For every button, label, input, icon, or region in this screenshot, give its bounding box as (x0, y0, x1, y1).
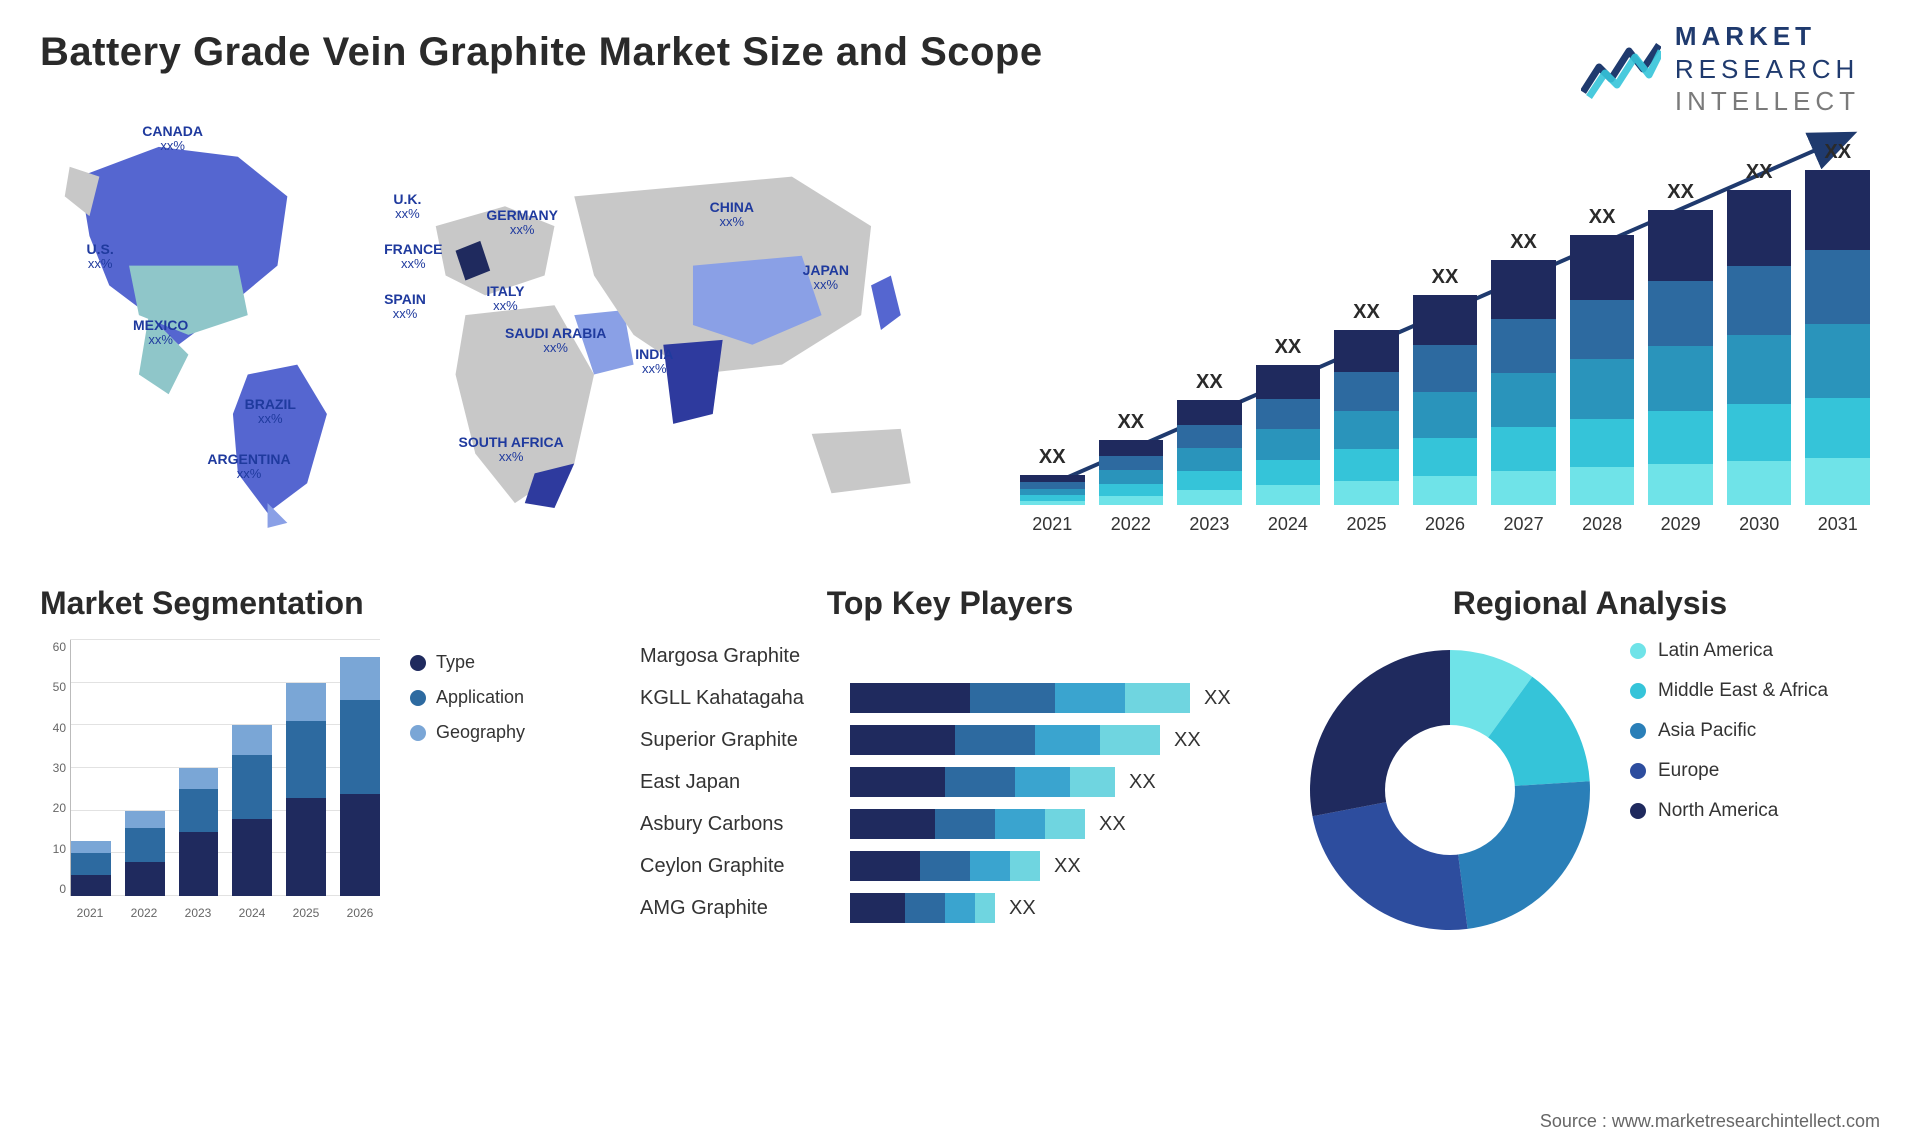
forecast-bar: XX (1177, 371, 1242, 505)
map-label: ITALYxx% (486, 283, 524, 314)
map-label: ARGENTINAxx% (207, 451, 290, 482)
legend-item: Asia Pacific (1630, 720, 1828, 742)
forecast-bar: XX (1727, 161, 1792, 505)
segmentation-panel: Market Segmentation 6050403020100 202120… (40, 585, 600, 940)
map-label: CANADAxx% (142, 123, 203, 154)
map-label: MEXICOxx% (133, 317, 188, 348)
forecast-bar: XX (1334, 301, 1399, 505)
segmentation-legend: Type Application Geography (410, 652, 525, 920)
regional-panel: Regional Analysis Latin America Middle Ea… (1300, 585, 1880, 940)
key-players-panel: Top Key Players Margosa Graphite KGLL Kah… (640, 585, 1260, 940)
key-player-row: Superior GraphiteXX (640, 724, 1260, 756)
regional-title: Regional Analysis (1300, 585, 1880, 622)
segmentation-title: Market Segmentation (40, 585, 600, 622)
segmentation-chart: 6050403020100 202120222023202420252026 (40, 640, 380, 920)
map-label: SPAINxx% (384, 291, 426, 322)
forecast-chart: XXXXXXXXXXXXXXXXXXXXXX 20212022202320242… (1010, 115, 1880, 535)
map-label: JAPANxx% (803, 262, 849, 293)
forecast-bar: XX (1648, 181, 1713, 505)
map-label: CHINAxx% (710, 199, 754, 230)
legend-item: Geography (410, 722, 525, 743)
key-player-row: Margosa Graphite (640, 640, 1260, 672)
segmentation-bar (179, 768, 219, 896)
source-text: Source : www.marketresearchintellect.com (1540, 1111, 1880, 1132)
map-label: U.S.xx% (87, 241, 114, 272)
map-label: BRAZILxx% (245, 396, 296, 427)
forecast-bar: XX (1020, 446, 1085, 505)
segmentation-bar (286, 683, 326, 896)
world-map: CANADAxx% U.S.xx% MEXICOxx% BRAZILxx% ARGENT… (40, 115, 970, 535)
legend-item: Application (410, 687, 525, 708)
logo-line3: INTELLECT (1675, 85, 1860, 118)
key-player-row: East JapanXX (640, 766, 1260, 798)
regional-legend: Latin America Middle East & Africa Asia Pa… (1630, 640, 1828, 840)
legend-item: Middle East & Africa (1630, 680, 1828, 702)
legend-item: Europe (1630, 760, 1828, 782)
key-player-row: Asbury CarbonsXX (640, 808, 1260, 840)
map-label: FRANCExx% (384, 241, 442, 272)
legend-item: Latin America (1630, 640, 1828, 662)
forecast-bar: XX (1413, 266, 1478, 505)
logo-icon (1581, 37, 1661, 101)
regional-donut (1300, 640, 1600, 940)
map-label: GERMANYxx% (486, 207, 558, 238)
forecast-bar: XX (1491, 231, 1556, 505)
key-player-row: AMG GraphiteXX (640, 892, 1260, 924)
key-players-title: Top Key Players (640, 585, 1260, 622)
logo-line2: RESEARCH (1675, 53, 1860, 86)
segmentation-bar (125, 811, 165, 896)
key-player-row: Ceylon GraphiteXX (640, 850, 1260, 882)
forecast-bar: XX (1256, 336, 1321, 505)
segmentation-bar (232, 725, 272, 896)
map-label: U.K.xx% (393, 191, 421, 222)
segmentation-bar (71, 841, 111, 896)
logo-line1: MARKET (1675, 20, 1860, 53)
key-player-row: KGLL KahatagahaXX (640, 682, 1260, 714)
legend-item: Type (410, 652, 525, 673)
forecast-bar: XX (1099, 411, 1164, 505)
map-label: SAUDI ARABIAxx% (505, 325, 606, 356)
segmentation-bar (340, 657, 380, 896)
map-label: INDIAxx% (635, 346, 673, 377)
forecast-bar: XX (1805, 141, 1870, 505)
map-label: SOUTH AFRICAxx% (459, 434, 564, 465)
legend-item: North America (1630, 800, 1828, 822)
brand-logo: MARKET RESEARCH INTELLECT (1581, 20, 1860, 118)
forecast-bar: XX (1570, 206, 1635, 505)
